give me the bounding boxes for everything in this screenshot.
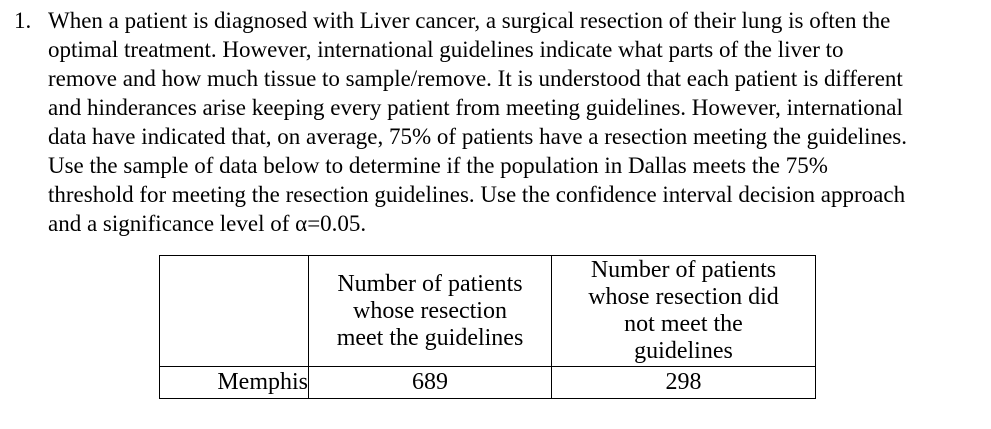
question-text-line: remove and how much tissue to sample/rem… <box>48 66 903 91</box>
table-header-empty <box>159 255 309 367</box>
question-text-line: optimal treatment. However, internationa… <box>48 37 844 62</box>
question-text-line: When a patient is diagnosed with Liver c… <box>48 8 891 33</box>
row-label-memphis: Memphis <box>159 366 309 399</box>
table-row-memphis: Memphis 689 298 <box>159 366 816 399</box>
table-header-meet: Number of patients whose resection meet … <box>308 255 552 367</box>
table-header-row: Number of patients whose resection meet … <box>159 255 816 367</box>
table-header-meet-label: Number of patients whose resection meet … <box>336 270 524 351</box>
cell-not-meet-count: 298 <box>551 366 816 399</box>
question-text: When a patient is diagnosed with Liver c… <box>48 6 991 238</box>
table-header-not-meet: Number of patients whose resection did n… <box>551 255 816 367</box>
table-header-not-meet-label: Number of patients whose resection did n… <box>588 257 779 364</box>
cell-meet-count: 689 <box>308 366 552 399</box>
question-text-line: and hinderances arise keeping every pati… <box>48 95 903 120</box>
question-text-line: and a significance level of α=0.05. <box>48 211 367 236</box>
resection-data-table: Number of patients whose resection meet … <box>159 255 816 399</box>
question-text-line: Use the sample of data below to determin… <box>48 153 828 178</box>
question-item: 1. When a patient is diagnosed with Live… <box>14 0 991 238</box>
question-text-line: threshold for meeting the resection guid… <box>48 182 906 207</box>
question-text-line: data have indicated that, on average, 75… <box>48 124 907 149</box>
question-number: 1. <box>14 8 32 33</box>
